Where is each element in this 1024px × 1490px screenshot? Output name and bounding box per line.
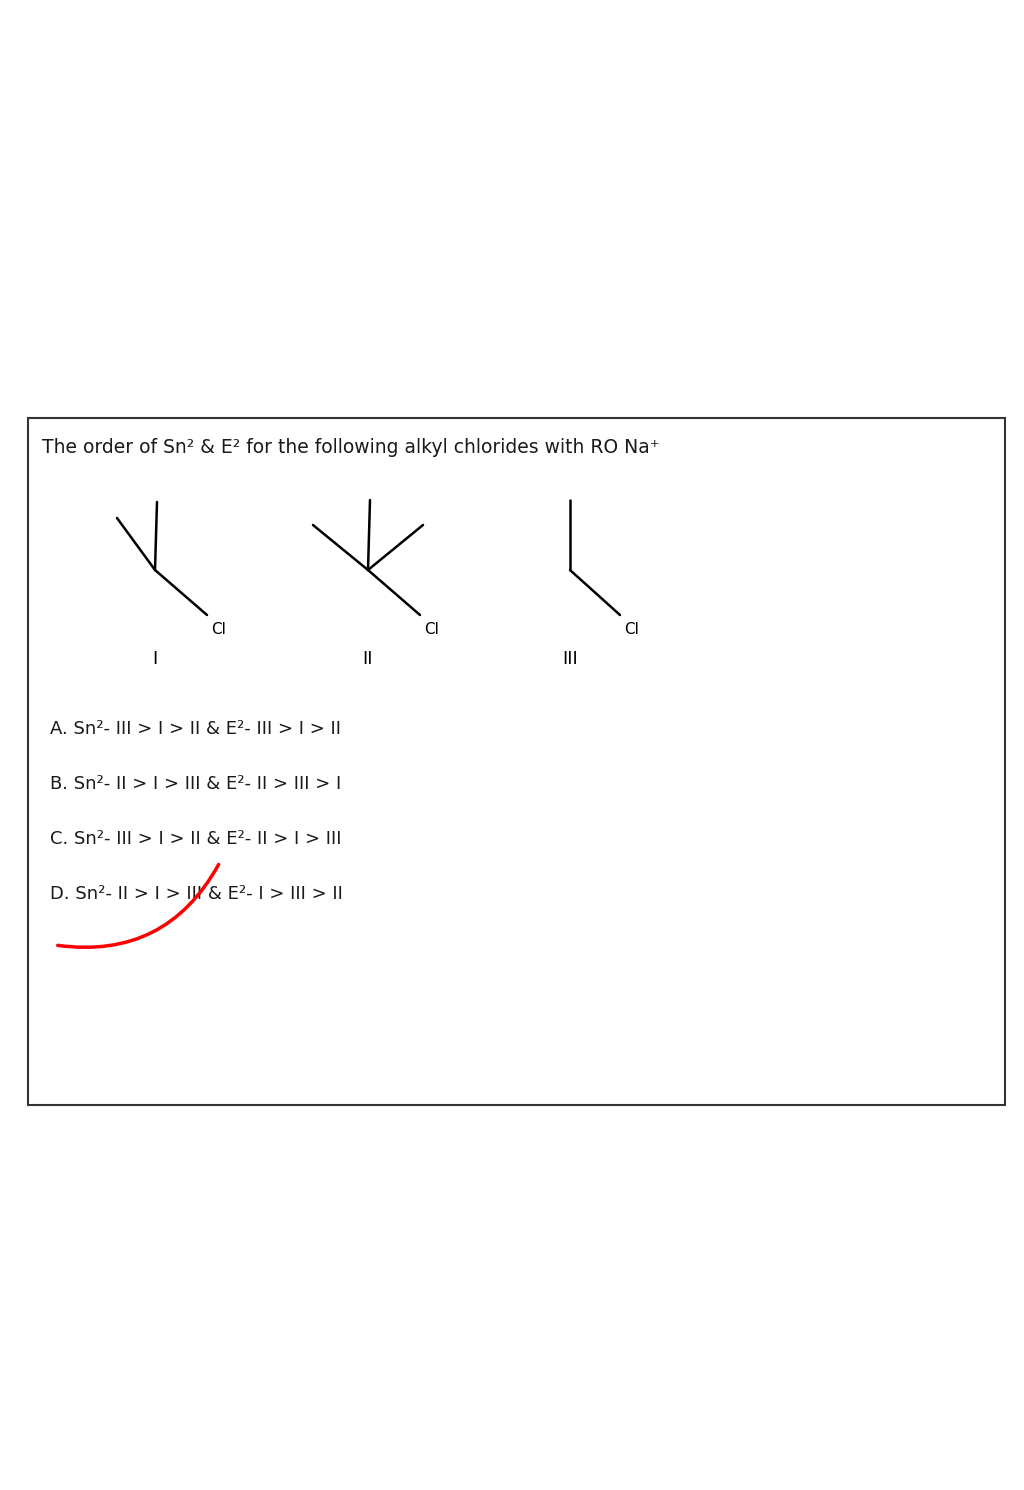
Text: II: II bbox=[362, 650, 374, 668]
Text: B. Sn²- II > I > III & E²- II > III > I: B. Sn²- II > I > III & E²- II > III > I bbox=[50, 775, 341, 793]
Text: Cl: Cl bbox=[424, 621, 439, 638]
Text: III: III bbox=[562, 650, 578, 668]
Text: Cl: Cl bbox=[211, 621, 226, 638]
Text: I: I bbox=[153, 650, 158, 668]
Text: The order of Sn² & E² for the following alkyl chlorides with RO Na⁺: The order of Sn² & E² for the following … bbox=[42, 438, 659, 457]
Text: Cl: Cl bbox=[624, 621, 639, 638]
Text: A. Sn²- III > I > II & E²- III > I > II: A. Sn²- III > I > II & E²- III > I > II bbox=[50, 720, 341, 738]
FancyArrowPatch shape bbox=[57, 864, 219, 948]
Bar bbox=[28, 419, 1005, 1106]
Text: D. Sn²- II > I > III & E²- I > III > II: D. Sn²- II > I > III & E²- I > III > II bbox=[50, 885, 343, 903]
Text: C. Sn²- III > I > II & E²- II > I > III: C. Sn²- III > I > II & E²- II > I > III bbox=[50, 830, 341, 848]
